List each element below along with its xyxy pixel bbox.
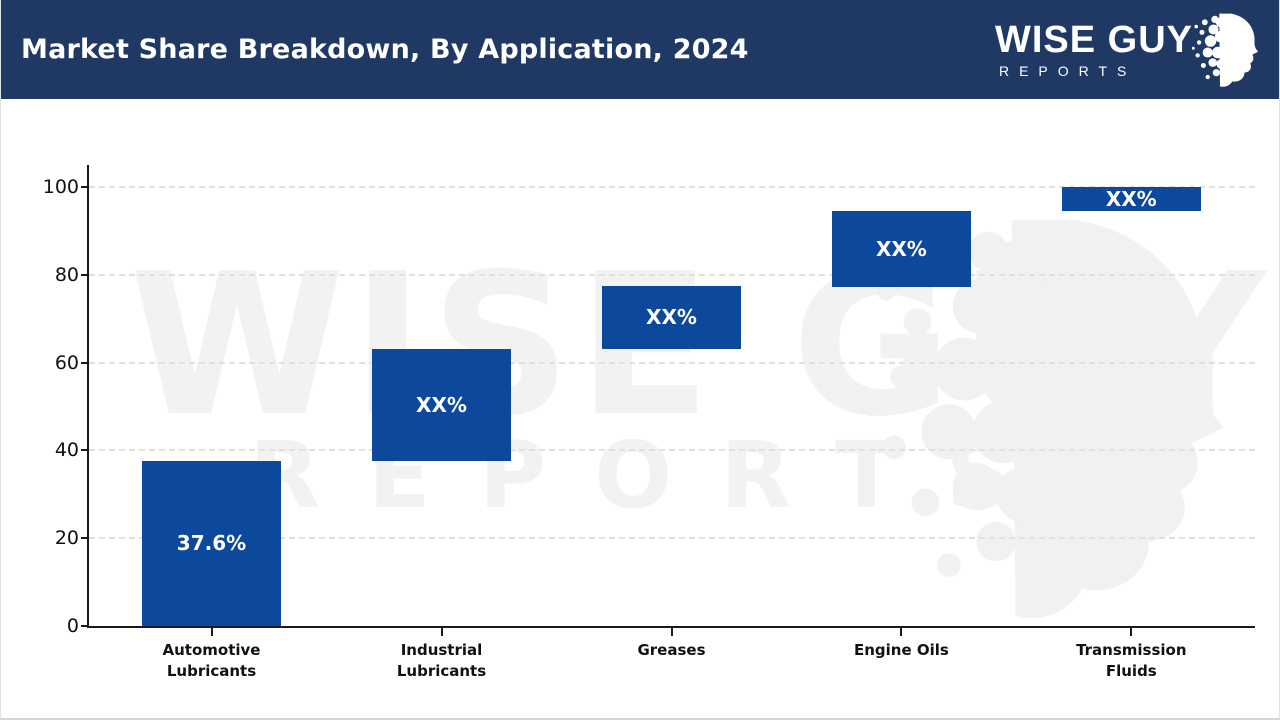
logo-reports-label: REPORTS — [998, 62, 1137, 79]
x-axis-label-line: Greases — [637, 641, 706, 659]
x-axis-tick-industrial-lubricants — [440, 628, 443, 636]
y-axis-tick-label-0: 0 — [66, 615, 79, 637]
bar-value-label-greases: XX% — [646, 305, 697, 330]
gridline-20 — [89, 537, 1255, 540]
x-axis-label-greases: Greases — [557, 640, 787, 661]
gridline-40 — [89, 449, 1255, 452]
x-axis-tick-engine-oils — [900, 628, 903, 636]
page-title: Market Share Breakdown, By Application, … — [21, 34, 749, 65]
x-axis-label-line: Fluids — [1105, 661, 1157, 680]
x-axis-tick-transmission-fluids — [1130, 628, 1133, 636]
y-axis-tick-100 — [81, 186, 88, 188]
x-axis-tick-automotive-lubricants — [210, 628, 213, 636]
y-axis-tick-20 — [81, 537, 88, 540]
bar-industrial-lubricants: XX% — [372, 348, 511, 461]
y-axis-tick-label-40: 40 — [54, 439, 79, 462]
gridline-60 — [89, 361, 1255, 364]
bar-automotive-lubricants: 37.6% — [142, 460, 281, 626]
bar-value-label-industrial-lubricants: XX% — [416, 392, 467, 417]
x-axis — [87, 626, 1255, 628]
y-axis-tick-label-100: 100 — [42, 176, 79, 198]
bar-greases: XX% — [602, 286, 741, 349]
x-axis-label-automotive-lubricants: Automotive Lubricants — [97, 640, 327, 681]
bar-value-label-transmission-fluids: XX% — [1105, 187, 1157, 212]
y-axis-tick-label-20: 20 — [54, 527, 79, 550]
header: Market Share Breakdown, By Application, … — [1, 0, 1279, 99]
x-axis-label-line: Engine Oils — [853, 641, 949, 659]
logo-text: WISE GUY REPORTS — [995, 21, 1193, 79]
gridline-80 — [89, 273, 1255, 276]
x-axis-label-engine-oils: Engine Oils — [786, 640, 1016, 661]
x-axis-label-industrial-lubricants: Industrial Lubricants — [327, 640, 557, 681]
bar-value-label-engine-oils: XX% — [875, 237, 927, 262]
y-axis-tick-label-80: 80 — [54, 263, 79, 286]
logo-face-icon — [1191, 13, 1259, 87]
bar-value-label-automotive-lubricants: 37.6% — [176, 531, 247, 556]
y-axis-tick-40 — [81, 449, 88, 452]
logo-wiseguy-label: WISE GUY — [994, 18, 1193, 61]
x-axis-tick-greases — [670, 628, 673, 636]
x-axis-label-line: Lubricants — [166, 661, 257, 680]
y-axis-tick-60 — [81, 361, 88, 364]
bar-transmission-fluids: XX% — [1061, 187, 1201, 212]
y-axis-tick-label-60: 60 — [54, 351, 79, 374]
x-axis-label-line: Lubricants — [396, 661, 487, 680]
y-axis-tick-80 — [81, 273, 88, 276]
x-axis-label-line: Transmission — [1076, 641, 1187, 659]
wise-guy-logo: WISE GUY REPORTS — [995, 10, 1261, 90]
x-axis-label-line: Automotive — [162, 641, 261, 659]
bar-engine-oils: XX% — [831, 211, 971, 288]
gridline-100 — [89, 186, 1255, 188]
x-axis-label-line: Industrial — [400, 641, 483, 659]
y-axis — [87, 165, 89, 628]
y-axis-tick-0 — [81, 625, 88, 627]
x-axis-label-transmission-fluids: Transmission Fluids — [1016, 640, 1246, 681]
